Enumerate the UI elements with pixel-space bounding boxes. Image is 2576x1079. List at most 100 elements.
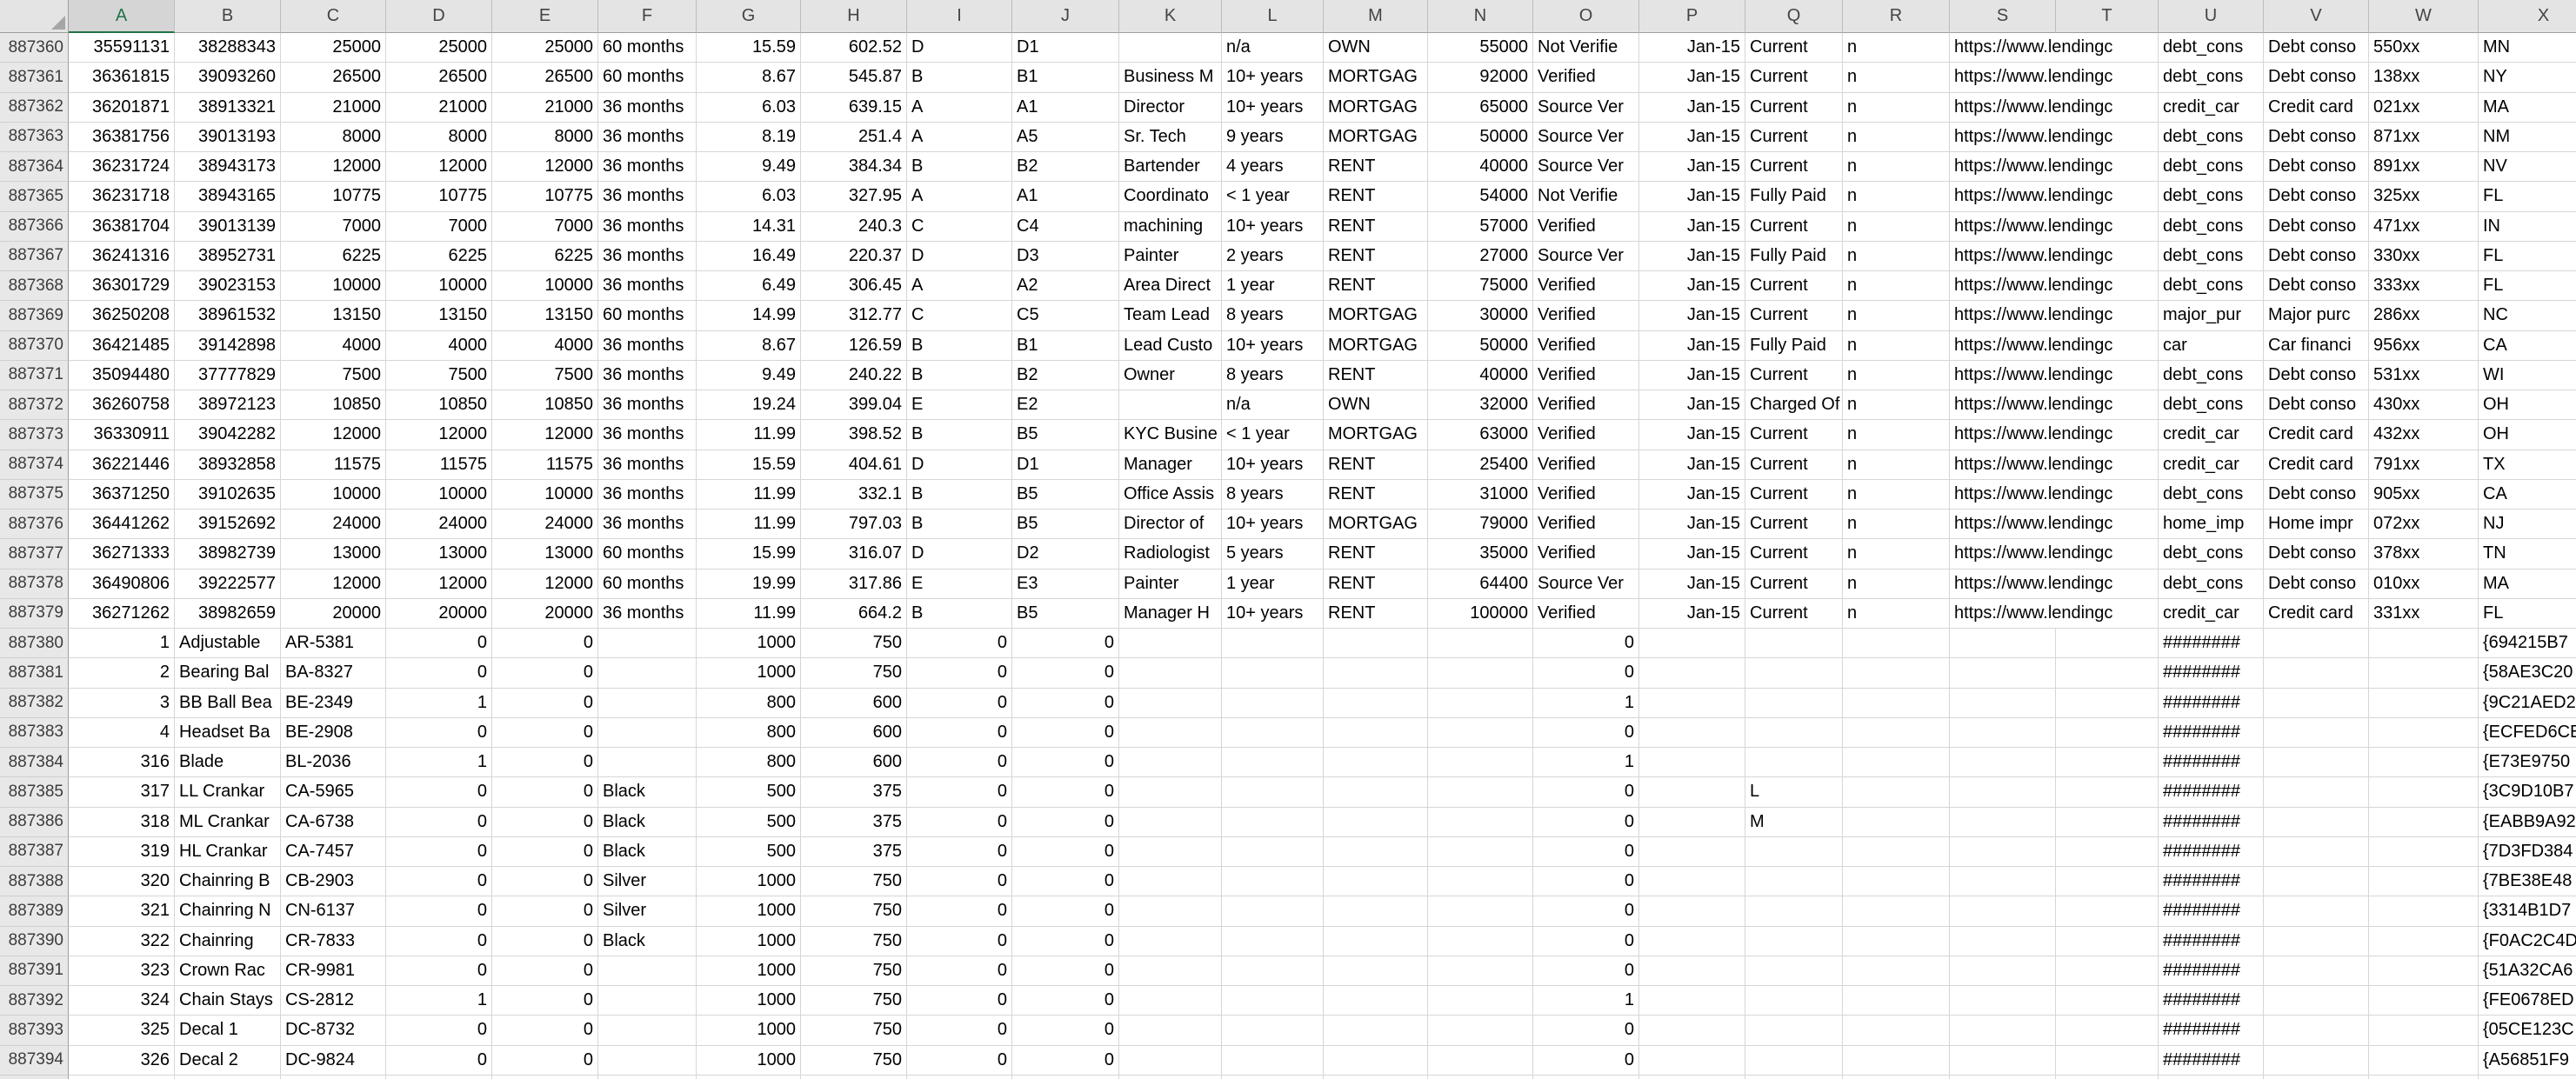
cell-N887376[interactable]: 79000 [1428,510,1533,540]
cell-A887394[interactable]: 326 [69,1045,175,1076]
cell-E887381[interactable]: 0 [492,658,598,689]
cell-Q887384[interactable] [1745,748,1843,778]
cell-G887368[interactable]: 6.49 [697,271,801,302]
cell-J887380[interactable]: 0 [1012,629,1119,659]
cell-N887393[interactable] [1428,1016,1533,1046]
cell-V887360[interactable]: Debt conso [2264,33,2369,63]
cell-F887380[interactable] [598,629,697,659]
cell-C887364[interactable]: 12000 [281,152,386,183]
cell-N887391[interactable] [1428,956,1533,986]
cell-M887395[interactable] [1324,1075,1428,1079]
cell-U887372[interactable]: debt_cons [2159,390,2264,421]
cell-C887382[interactable]: BE-2349 [281,688,386,718]
cell-N887381[interactable] [1428,658,1533,689]
cell-R887372[interactable]: n [1843,390,1950,421]
cell-V887364[interactable]: Debt conso [2264,152,2369,183]
cell-R887375[interactable]: n [1843,479,1950,510]
cell-P887391[interactable] [1639,956,1745,986]
cell-O887386[interactable]: 0 [1533,807,1639,837]
cell-M887373[interactable]: MORTGAG [1324,420,1428,450]
cell-G887374[interactable]: 15.59 [697,450,801,480]
cell-D887368[interactable]: 10000 [386,271,492,302]
cell-R887393[interactable] [1843,1016,1950,1046]
cell-C887361[interactable]: 26500 [281,63,386,93]
cell-D887386[interactable]: 0 [386,807,492,837]
cell-U887390[interactable]: ######## [2159,926,2264,956]
cell-I887360[interactable]: D [907,33,1012,63]
cell-T887386[interactable] [2056,807,2159,837]
cell-O887377[interactable]: Verified [1533,539,1639,569]
cell-I887373[interactable]: B [907,420,1012,450]
cell-X887366[interactable]: IN [2479,211,2576,242]
cell-K887360[interactable] [1119,33,1222,63]
cell-L887365[interactable]: < 1 year [1222,182,1324,212]
cell-I887386[interactable]: 0 [907,807,1012,837]
cell-C887369[interactable]: 13150 [281,301,386,331]
cell-H887363[interactable]: 251.4 [801,122,907,152]
cell-N887384[interactable] [1428,748,1533,778]
cell-C887385[interactable]: CA-5965 [281,777,386,808]
cell-V887383[interactable] [2264,717,2369,748]
cell-L887390[interactable] [1222,926,1324,956]
cell-D887362[interactable]: 21000 [386,92,492,123]
cell-C887368[interactable]: 10000 [281,271,386,302]
cell-N887386[interactable] [1428,807,1533,837]
cell-B887392[interactable]: Chain Stays [175,986,281,1016]
cell-U887364[interactable]: debt_cons [2159,152,2264,183]
cell-C887370[interactable]: 4000 [281,330,386,361]
cell-Q887365[interactable]: Fully Paid [1745,182,1843,212]
cell-T887382[interactable] [2056,688,2159,718]
cell-K887393[interactable] [1119,1016,1222,1046]
cell-G887394[interactable]: 1000 [697,1045,801,1076]
cell-W887381[interactable] [2369,658,2479,689]
cell-N887371[interactable]: 40000 [1428,360,1533,390]
cell-E887371[interactable]: 7500 [492,360,598,390]
cell-B887380[interactable]: Adjustable [175,629,281,659]
cell-U887362[interactable]: credit_car [2159,92,2264,123]
cell-F887368[interactable]: 36 months [598,271,697,302]
cell-O887367[interactable]: Source Ver [1533,241,1639,271]
cell-H887368[interactable]: 306.45 [801,271,907,302]
cell-J887361[interactable]: B1 [1012,63,1119,93]
cell-G887362[interactable]: 6.03 [697,92,801,123]
cell-U887360[interactable]: debt_cons [2159,33,2264,63]
cell-L887372[interactable]: n/a [1222,390,1324,421]
cell-W887386[interactable] [2369,807,2479,837]
cell-I887385[interactable]: 0 [907,777,1012,808]
cell-J887370[interactable]: B1 [1012,330,1119,361]
cell-I887380[interactable]: 0 [907,629,1012,659]
cell-V887373[interactable]: Credit card [2264,420,2369,450]
cell-W887367[interactable]: 330xx [2369,241,2479,271]
cell-I887375[interactable]: B [907,479,1012,510]
cell-J887369[interactable]: C5 [1012,301,1119,331]
column-header-T[interactable]: T [2056,0,2159,33]
cell-F887378[interactable]: 60 months [598,569,697,599]
cell-Q887378[interactable]: Current [1745,569,1843,599]
cell-K887382[interactable] [1119,688,1222,718]
cell-O887389[interactable]: 0 [1533,896,1639,927]
cell-P887370[interactable]: Jan-15 [1639,330,1745,361]
column-header-K[interactable]: K [1119,0,1222,33]
cell-B887368[interactable]: 39023153 [175,271,281,302]
cell-B887379[interactable]: 38982659 [175,598,281,629]
cell-S887393[interactable] [1950,1016,2056,1046]
column-header-A[interactable]: A [69,0,175,33]
cell-O887383[interactable]: 0 [1533,717,1639,748]
cell-X887364[interactable]: NV [2479,152,2576,183]
cell-T887380[interactable] [2056,629,2159,659]
cell-E887386[interactable]: 0 [492,807,598,837]
cell-D887383[interactable]: 0 [386,717,492,748]
cell-V887388[interactable] [2264,867,2369,897]
cell-F887374[interactable]: 36 months [598,450,697,480]
cell-A887392[interactable]: 324 [69,986,175,1016]
cell-I887392[interactable]: 0 [907,986,1012,1016]
cell-U887370[interactable]: car [2159,330,2264,361]
cell-D887367[interactable]: 6225 [386,241,492,271]
cell-D887391[interactable]: 0 [386,956,492,986]
cell-U887380[interactable]: ######## [2159,629,2264,659]
cell-X887362[interactable]: MA [2479,92,2576,123]
cell-E887375[interactable]: 10000 [492,479,598,510]
row-header-887388[interactable]: 887388 [0,867,69,897]
cell-S887381[interactable] [1950,658,2056,689]
cell-H887365[interactable]: 327.95 [801,182,907,212]
